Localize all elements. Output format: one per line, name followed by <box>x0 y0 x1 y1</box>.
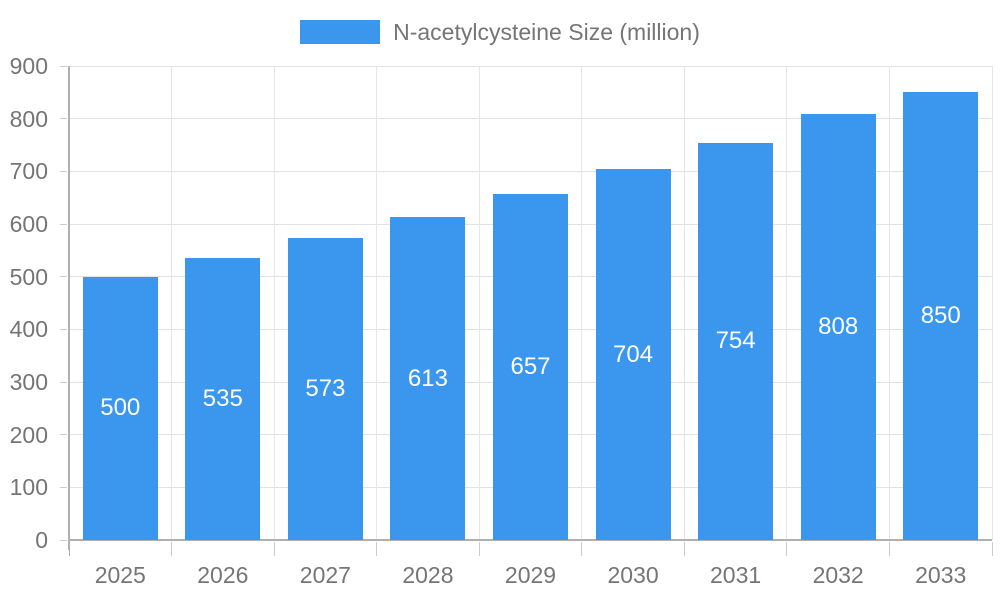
gridline-vertical <box>171 66 173 540</box>
bar-value-label: 613 <box>407 364 448 392</box>
y-axis-label: 800 <box>9 105 48 132</box>
x-axis-label: 2029 <box>504 562 557 588</box>
y-axis-label: 0 <box>35 527 48 553</box>
bar[interactable]: 704 <box>595 169 671 540</box>
x-axis-tick <box>478 542 480 556</box>
x-axis-tick <box>273 542 275 556</box>
x-axis-label: 2027 <box>299 562 351 588</box>
x-axis-label: 2025 <box>94 562 146 588</box>
bar-value-label: 850 <box>920 302 961 330</box>
legend-swatch <box>300 20 381 44</box>
x-axis-tick <box>581 542 583 556</box>
bar[interactable]: 850 <box>903 92 979 540</box>
y-axis-tick <box>60 276 67 278</box>
gridline-vertical <box>683 66 685 540</box>
y-axis-label: 500 <box>9 263 48 290</box>
bar-value-label: 808 <box>818 313 859 341</box>
x-axis-tick <box>376 542 378 556</box>
gridline-vertical <box>888 66 890 540</box>
x-axis-tick <box>171 542 173 556</box>
gridline-horizontal <box>69 65 992 67</box>
bar[interactable]: 613 <box>390 217 466 540</box>
bar-value-label: 704 <box>613 340 654 368</box>
y-axis-tick <box>60 170 67 172</box>
legend-item[interactable]: N-acetylcysteine Size (million) <box>300 19 700 46</box>
x-axis-label: 2028 <box>402 562 454 588</box>
y-axis-tick <box>60 539 67 541</box>
gridline-vertical <box>376 66 378 540</box>
x-axis-tick <box>991 542 993 556</box>
gridline-vertical <box>273 66 275 540</box>
y-axis-tick <box>60 434 67 436</box>
gridline-vertical <box>991 66 993 540</box>
y-axis-label: 900 <box>9 53 48 79</box>
bar[interactable]: 535 <box>185 258 261 540</box>
x-axis-label: 2030 <box>607 562 659 588</box>
gridline-vertical <box>786 66 788 540</box>
y-axis-tick <box>60 328 67 330</box>
y-axis-tick <box>60 223 67 225</box>
bar[interactable]: 500 <box>82 276 158 540</box>
y-axis-label: 300 <box>9 369 48 395</box>
plot-area: 0 100 200 300 400 500 600 700 800 900 500 2025 535 20… <box>10 53 993 588</box>
x-axis-label: 2032 <box>812 562 864 588</box>
y-axis-tick <box>60 118 67 120</box>
bar-value-label: 573 <box>305 375 346 403</box>
legend: N-acetylcysteine Size (million) <box>0 18 1000 46</box>
gridline-horizontal <box>69 118 992 120</box>
x-axis-baseline <box>69 539 992 541</box>
bar[interactable]: 573 <box>287 238 363 540</box>
x-axis-label: 2026 <box>197 562 249 588</box>
x-axis-tick <box>683 542 685 556</box>
bar-value-label: 500 <box>100 394 141 422</box>
x-axis-tick <box>888 542 890 556</box>
legend-label: N-acetylcysteine Size (million) <box>393 18 700 45</box>
y-axis-label: 400 <box>9 316 48 343</box>
y-axis-tick <box>60 381 67 383</box>
gridline-vertical <box>581 66 583 540</box>
gridline-horizontal <box>69 170 992 172</box>
x-axis-label: 2033 <box>915 562 967 588</box>
y-axis-label: 700 <box>9 158 48 185</box>
y-axis-label: 200 <box>9 421 48 448</box>
bar[interactable]: 657 <box>493 193 568 540</box>
bar[interactable]: 754 <box>698 142 774 540</box>
bar-value-label: 657 <box>510 352 551 380</box>
x-axis-tick <box>786 542 788 556</box>
bar-value-label: 754 <box>715 327 756 355</box>
bar[interactable]: 808 <box>800 114 876 540</box>
y-axis-tick <box>60 486 67 488</box>
x-axis-label: 2031 <box>710 562 762 588</box>
y-axis-tick <box>60 65 67 67</box>
bar-value-label: 535 <box>202 385 243 413</box>
y-axis-line <box>68 66 70 550</box>
y-axis-label: 600 <box>9 211 48 237</box>
gridline-vertical <box>478 66 480 540</box>
y-axis-label: 100 <box>9 474 48 501</box>
